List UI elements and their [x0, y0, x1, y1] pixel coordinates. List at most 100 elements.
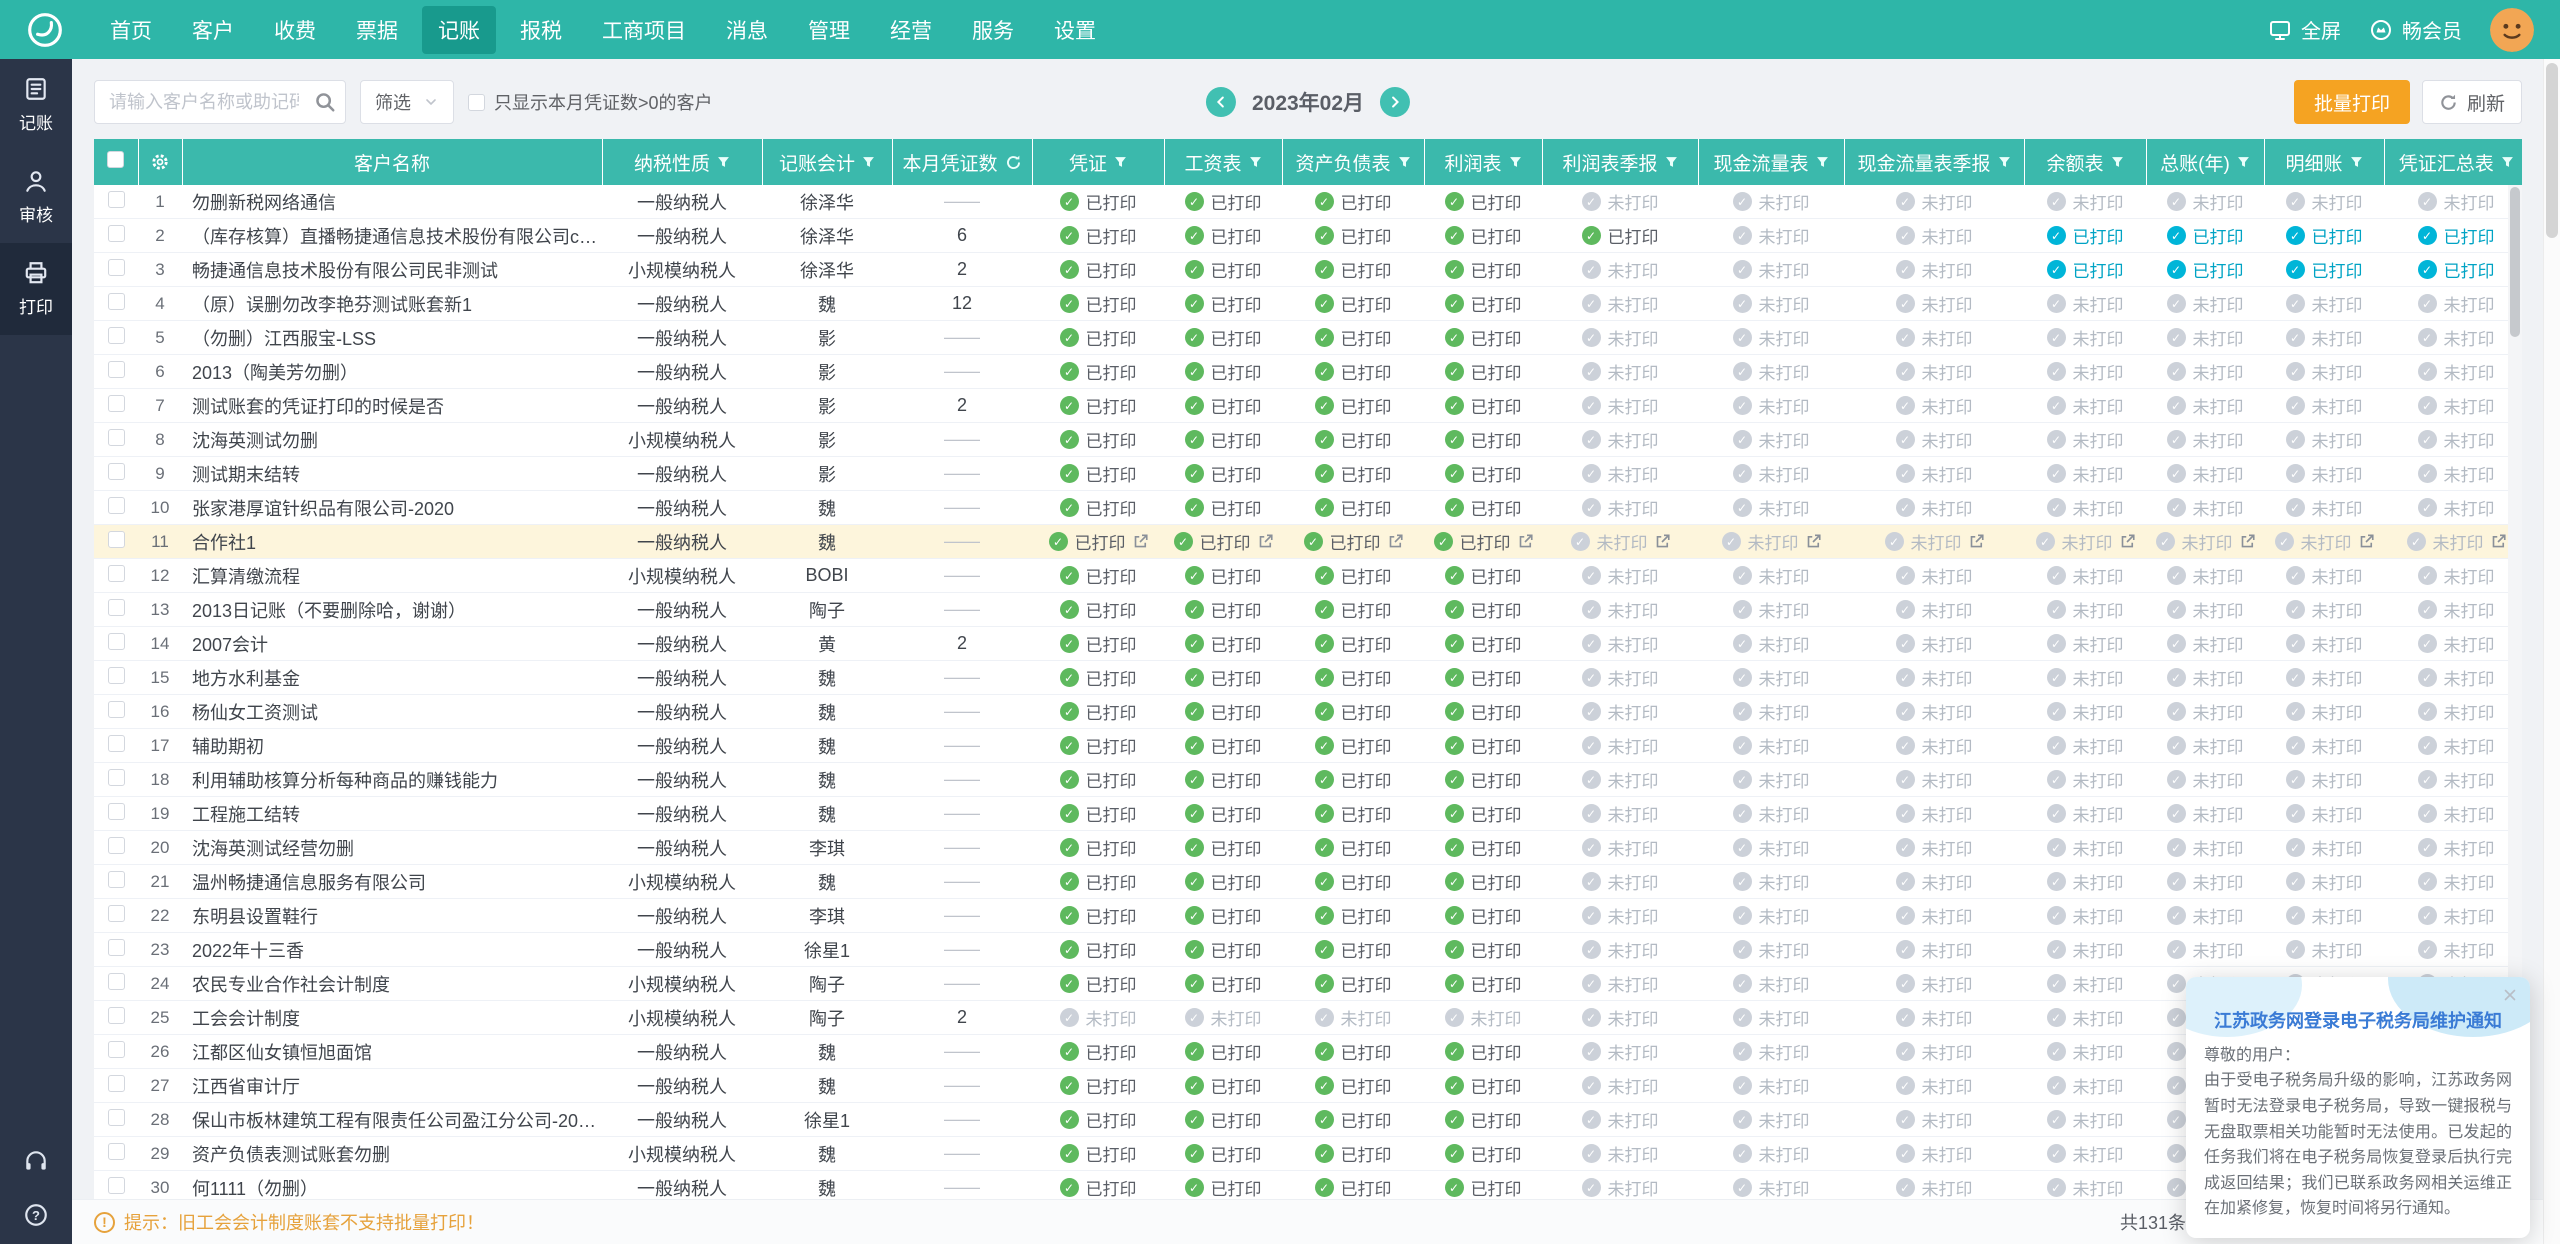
table-row[interactable]: 4 （原）误删勿改李艳芬测试账套新1 一般纳税人魏 12 ✓ 已打印 ✓ 已打印 ✓ 已打印 ✓ 已打… — [94, 286, 2522, 321]
customer-name[interactable]: 工程施工结转 — [182, 796, 602, 831]
row-checkbox[interactable] — [107, 1142, 125, 1160]
refresh-button[interactable]: 刷新 — [2421, 80, 2522, 124]
status-badge[interactable]: ✓ 未打印 — [1884, 529, 1962, 554]
filter-icon[interactable] — [1249, 156, 1262, 169]
column-header[interactable]: 本月凭证数 — [892, 139, 1033, 185]
row-checkbox[interactable] — [107, 972, 125, 990]
gear-icon[interactable] — [150, 152, 170, 172]
row-checkbox[interactable] — [107, 700, 125, 718]
filter-icon[interactable] — [2237, 156, 2250, 169]
status-badge[interactable]: ✓ 已打印 — [1048, 529, 1126, 554]
row-checkbox[interactable] — [107, 190, 125, 208]
nav-item-记账[interactable]: 记账 — [422, 5, 496, 54]
headset-icon[interactable] — [23, 1148, 49, 1174]
row-checkbox[interactable] — [107, 496, 125, 514]
customer-name[interactable]: 2013日记账（不要删除哈，谢谢） — [182, 592, 602, 627]
table-row[interactable]: 3 畅捷通信息技术股份有限公司民非测试 小规模纳税人 徐泽华 2 ✓ 已打印 ✓ 已打印 ✓ 已打印… — [94, 252, 2522, 287]
table-scrollbar-thumb[interactable] — [2510, 187, 2520, 337]
status-badge[interactable]: ✓ 未打印 — [2155, 529, 2233, 554]
nav-item-报税[interactable]: 报税 — [520, 19, 562, 43]
column-header[interactable]: 总账(年) — [2146, 139, 2265, 185]
open-report-icon[interactable] — [2120, 534, 2135, 549]
row-checkbox[interactable] — [107, 1176, 125, 1194]
customer-name[interactable]: 资产负债表测试账套勿删 — [182, 1136, 602, 1171]
row-checkbox[interactable] — [107, 1040, 125, 1058]
table-row[interactable]: 26 江都区仙女镇恒旭面馆 一般纳税人魏 —— ✓ 已打印 ✓ 已打印 ✓ 已打印 ✓ 已打印 ✓ 未打印… — [94, 1034, 2522, 1069]
nav-item-管理[interactable]: 管理 — [808, 19, 850, 43]
table-row[interactable]: 11 合作社1 一般纳税人魏 —— ✓ 已打印 ✓ 已打印 ✓ 已打印 ✓ 已打印 ✓ 未打印 ✓ 未打印 ✓ 未… — [94, 524, 2522, 559]
filter-dropdown[interactable]: 筛选 — [360, 80, 454, 124]
filter-icon[interactable] — [1816, 156, 1829, 169]
customer-name[interactable]: 沈海英测试经营勿删 — [182, 830, 602, 865]
customer-name[interactable]: 农民专业合作社会计制度 — [182, 966, 602, 1001]
table-row[interactable]: 18 利用辅助核算分析每种商品的赚钱能力 一般纳税人魏 —— ✓ 已打印 ✓ 已打印 ✓ 已打印 ✓… — [94, 762, 2522, 797]
column-header[interactable]: 资产负债表 — [1282, 139, 1425, 185]
row-checkbox[interactable] — [107, 1074, 125, 1092]
checkbox-box[interactable] — [468, 93, 485, 111]
customer-name[interactable]: 辅助期初 — [182, 728, 602, 763]
customer-name[interactable]: 畅捷通信息技术股份有限公司民非测试 — [182, 252, 602, 287]
customer-name[interactable]: 张家港厚谊针织品有限公司-2020 — [182, 490, 602, 525]
table-row[interactable]: 16 杨仙女工资测试 一般纳税人魏 —— ✓ 已打印 ✓ 已打印 ✓ 已打印 ✓ 已打印 ✓ 未打印 ✓ 未打… — [94, 694, 2522, 729]
table-row[interactable]: 24 农民专业合作社会计制度 小规模纳税人 陶子 —— ✓ 已打印 ✓ 已打印 ✓ 已打印 ✓ 已打印 ✓… — [94, 966, 2522, 1001]
next-month-button[interactable] — [1380, 87, 1411, 117]
nav-item-设置[interactable]: 设置 — [1054, 19, 1096, 43]
customer-name[interactable]: 测试账套的凭证打印的时候是否 — [182, 388, 602, 423]
column-header[interactable]: 工资表 — [1164, 139, 1283, 185]
open-report-icon[interactable] — [1655, 534, 1670, 549]
customer-name[interactable]: 汇算清缴流程 — [182, 558, 602, 593]
table-row[interactable]: 30 何1111（勿删） 一般纳税人魏 —— ✓ 已打印 ✓ 已打印 ✓ 已打印 ✓ 已打印 ✓ 未打印 ✓… — [94, 1170, 2522, 1199]
table-row[interactable]: 20 沈海英测试经营勿删 一般纳税人 李琪 —— ✓ 已打印 ✓ 已打印 ✓ 已打印 ✓ 已打印 ✓ 未打印… — [94, 830, 2522, 865]
row-checkbox[interactable] — [107, 734, 125, 752]
nav-item-消息[interactable]: 消息 — [726, 19, 768, 43]
open-report-icon[interactable] — [2359, 534, 2374, 549]
row-checkbox[interactable] — [107, 292, 125, 310]
filter-icon[interactable] — [1398, 156, 1411, 169]
row-checkbox[interactable] — [107, 428, 125, 446]
table-row[interactable]: 9 测试期末结转 一般纳税人影 —— ✓ 已打印 ✓ 已打印 ✓ 已打印 ✓ 已打印 ✓ 未打印 ✓ 未打印 ✓… — [94, 456, 2522, 491]
filter-icon[interactable] — [2501, 156, 2514, 169]
sidebar-item-审核[interactable]: 审核 — [0, 151, 72, 243]
customer-name[interactable]: （勿删）江西服宝-LSS — [182, 320, 602, 355]
table-row[interactable]: 14 2007会计 一般纳税人黄 2 ✓ 已打印 ✓ 已打印 ✓ 已打印 ✓ 已打印 ✓ 未打印 ✓ 未打印 ✓… — [94, 626, 2522, 661]
table-row[interactable]: 1 勿删新税网络通信 一般纳税人 徐泽华 —— ✓ 已打印 ✓ 已打印 ✓ 已打印 ✓ 已打印 ✓ 未打印 ✓… — [94, 185, 2522, 219]
nav-item-工商项目[interactable]: 工商项目 — [602, 19, 686, 43]
table-row[interactable]: 17 辅助期初 一般纳税人魏 —— ✓ 已打印 ✓ 已打印 ✓ 已打印 ✓ 已打印 ✓ 未打印 ✓ 未打印 ✓ 未… — [94, 728, 2522, 763]
table-row[interactable]: 7 测试账套的凭证打印的时候是否 一般纳税人影 2 ✓ 已打印 ✓ 已打印 ✓ 已打印 ✓ 已打印 ✓ 未… — [94, 388, 2522, 423]
row-checkbox[interactable] — [107, 666, 125, 684]
status-badge[interactable]: ✓ 未打印 — [2035, 529, 2113, 554]
row-checkbox[interactable] — [107, 870, 125, 888]
table-row[interactable]: 15 地方水利基金 一般纳税人魏 —— ✓ 已打印 ✓ 已打印 ✓ 已打印 ✓ 已打印 ✓ 未打印 ✓ 未打印… — [94, 660, 2522, 695]
row-checkbox[interactable] — [107, 258, 125, 276]
status-badge[interactable]: ✓ 已打印 — [1433, 529, 1511, 554]
nav-item-票据[interactable]: 票据 — [356, 19, 398, 43]
search-icon[interactable] — [314, 91, 336, 113]
status-badge[interactable]: ✓ 未打印 — [2406, 529, 2484, 554]
row-checkbox[interactable] — [107, 1108, 125, 1126]
filter-icon[interactable] — [2111, 156, 2124, 169]
user-avatar[interactable] — [2490, 7, 2534, 52]
row-checkbox[interactable] — [107, 394, 125, 412]
nav-item-收费[interactable]: 收费 — [274, 19, 316, 43]
table-row[interactable]: 19 工程施工结转 一般纳税人魏 —— ✓ 已打印 ✓ 已打印 ✓ 已打印 ✓ 已打印 ✓ 未打印 ✓ 未打印… — [94, 796, 2522, 831]
column-header[interactable]: 余额表 — [2024, 139, 2147, 185]
column-header[interactable]: 利润表季报 — [1542, 139, 1699, 185]
row-checkbox[interactable] — [107, 598, 125, 616]
open-report-icon[interactable] — [1133, 534, 1148, 549]
row-checkbox[interactable] — [107, 564, 125, 582]
column-header[interactable]: 客户名称 — [182, 139, 603, 185]
customer-name[interactable]: 江西省审计厅 — [182, 1068, 602, 1103]
customer-name[interactable]: 杨仙女工资测试 — [182, 694, 602, 729]
status-badge[interactable]: ✓ 未打印 — [1721, 529, 1799, 554]
filter-icon[interactable] — [717, 156, 730, 169]
table-row[interactable]: 12 汇算清缴流程 小规模纳税人 BOBI —— ✓ 已打印 ✓ 已打印 ✓ 已打印 ✓ 已打印 ✓ 未打印… — [94, 558, 2522, 593]
open-report-icon[interactable] — [1518, 534, 1533, 549]
column-header[interactable]: 凭证 — [1032, 139, 1165, 185]
sidebar-item-打印[interactable]: 打印 — [0, 243, 72, 335]
table-row[interactable]: 6 2013（陶美芳勿删） 一般纳税人影 —— ✓ 已打印 ✓ 已打印 ✓ 已打印 ✓ 已打印 ✓ 未打印… — [94, 354, 2522, 389]
page-scrollbar-thumb[interactable] — [2546, 63, 2558, 238]
table-row[interactable]: 23 2022年十三香 一般纳税人 徐星1 —— ✓ 已打印 ✓ 已打印 ✓ 已打印 ✓ 已打印 ✓ 未打印… — [94, 932, 2522, 967]
table-row[interactable]: 22 东明县设置鞋行 一般纳税人 李琪 —— ✓ 已打印 ✓ 已打印 ✓ 已打印 ✓ 已打印 ✓ 未打印 ✓ 未… — [94, 898, 2522, 933]
open-report-icon[interactable] — [1388, 534, 1403, 549]
open-report-icon[interactable] — [1806, 534, 1821, 549]
